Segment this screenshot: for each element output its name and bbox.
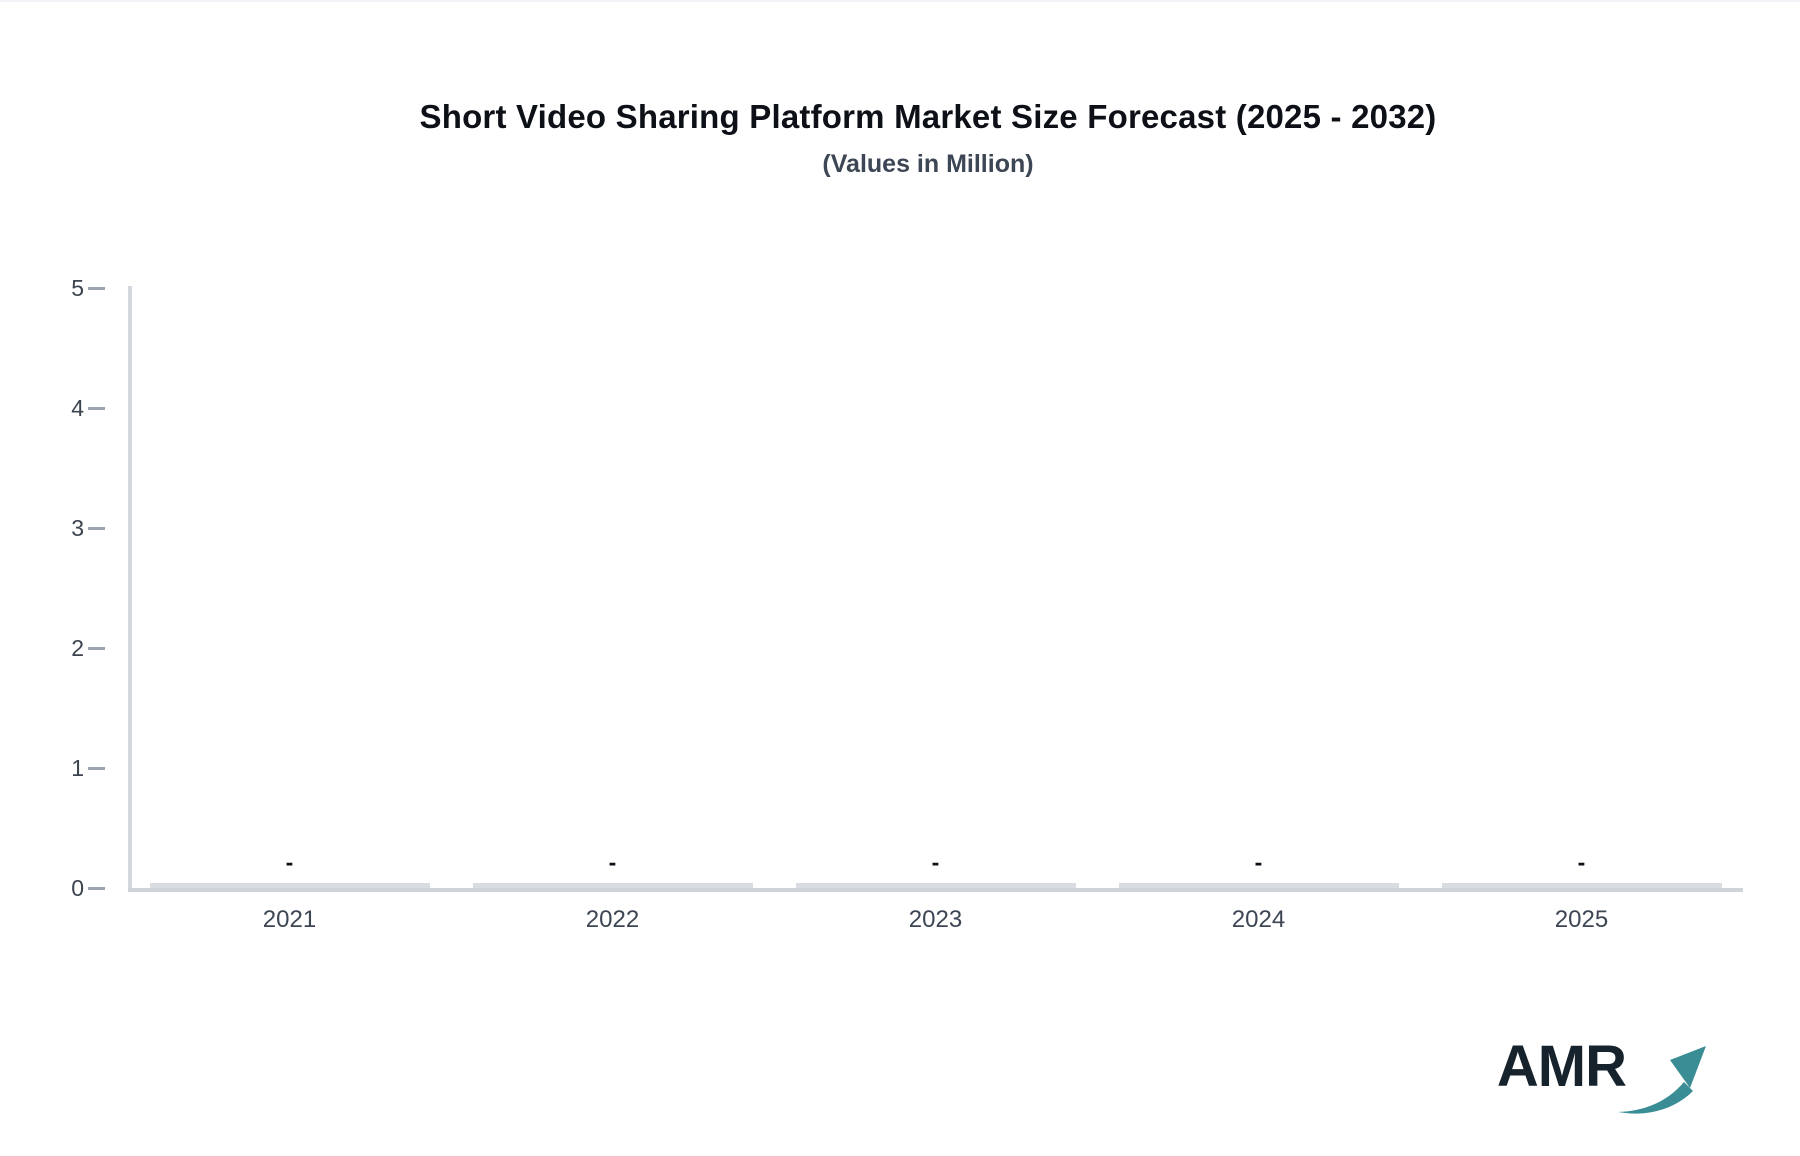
bar-value-label: - [285,849,294,875]
x-tick-label: 2022 [585,906,640,933]
bar[interactable] [795,883,1076,888]
chart-title: Short Video Sharing Platform Market Size… [419,98,1437,135]
bar-value-label: - [608,849,617,875]
y-tick-mark [88,287,105,290]
bar[interactable] [1441,883,1722,888]
x-tick-label: 2023 [908,906,963,933]
x-tick-label: 2024 [1231,906,1286,933]
x-axis-line [128,888,1743,892]
bar-value-label: - [1577,849,1586,875]
bar[interactable] [1118,883,1399,888]
bar-value-label: - [1254,849,1263,875]
y-tick-mark [88,887,105,890]
y-tick-label: 1 [71,755,84,781]
y-tick-mark [88,527,105,530]
y-axis-line [128,286,132,892]
amr-logo: AMR [1497,1038,1708,1118]
x-tick-label: 2025 [1554,906,1609,933]
y-tick-label: 5 [71,275,84,301]
y-tick-label: 0 [71,875,84,901]
y-tick-label: 3 [71,515,84,541]
x-tick-label: 2021 [262,906,317,933]
chart-subtitle: (Values in Million) [822,150,1034,178]
amr-logo-text: AMR [1496,1034,1627,1099]
y-tick-mark [88,767,105,770]
chart-header: Short Video Sharing Platform Market Size… [0,98,1800,179]
bar[interactable] [149,883,430,888]
y-tick-mark [88,407,105,410]
bar[interactable] [472,883,753,888]
bar-value-label: - [931,849,940,875]
y-tick-mark [88,647,105,650]
y-tick-label: 4 [71,395,84,421]
growth-arrow-icon [1618,1046,1706,1114]
y-tick-label: 2 [71,635,84,661]
